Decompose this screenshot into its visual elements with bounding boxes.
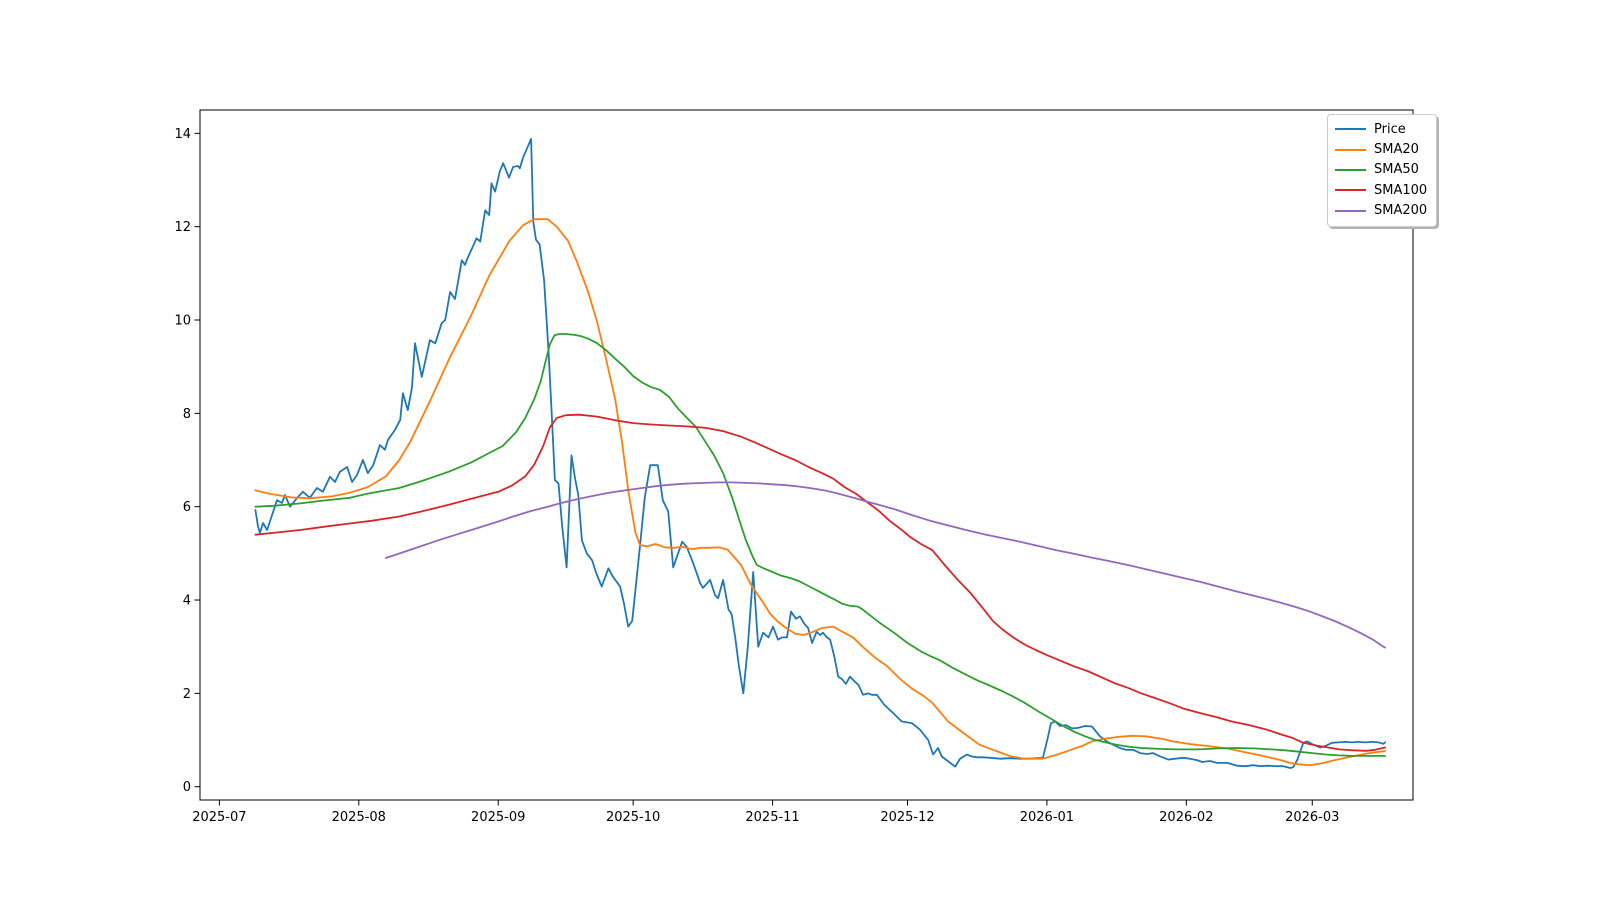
x-tick-label: 2025-09 [471, 810, 525, 825]
y-tick-label: 8 [183, 407, 191, 422]
series-line-sma50 [254, 333, 1386, 757]
y-tick-label: 10 [174, 314, 191, 329]
series-line-sma100 [254, 413, 1386, 752]
legend-label-price: Price [1374, 121, 1406, 137]
legend-label-sma200: SMA200 [1374, 203, 1428, 219]
x-tick-label: 2026-03 [1285, 810, 1339, 825]
axes-border [199, 109, 1414, 801]
x-tick-label: 2025-10 [606, 810, 660, 825]
y-tick-label: 14 [174, 127, 191, 142]
legend-item-sma50: SMA50 [1335, 160, 1427, 180]
legend-item-sma20: SMA20 [1335, 139, 1427, 159]
plot-area [254, 137, 1386, 769]
y-tick-label: 12 [174, 220, 191, 235]
y-tick-label: 4 [183, 594, 191, 609]
series-line-sma200 [384, 481, 1386, 649]
legend-label-sma20: SMA20 [1374, 142, 1419, 158]
legend-line-sma200-icon [1335, 209, 1366, 212]
legend: Price SMA20 SMA50 SMA100 SMA200 [1327, 114, 1438, 227]
legend-label-sma100: SMA100 [1374, 182, 1428, 198]
x-tick-label: 2026-01 [1020, 810, 1074, 825]
legend-item-price: Price [1335, 119, 1427, 139]
y-tick-label: 6 [183, 500, 191, 515]
y-tick-label: 2 [183, 687, 191, 702]
x-tick-label: 2026-02 [1159, 810, 1213, 825]
series-line-price [254, 137, 1386, 769]
legend-item-sma200: SMA200 [1335, 201, 1427, 221]
legend-item-sma100: SMA100 [1335, 180, 1427, 200]
x-tick-label: 2025-07 [192, 810, 246, 825]
y-tick-label: 0 [183, 780, 191, 795]
legend-line-price-icon [1335, 128, 1366, 131]
x-tick-label: 2025-11 [745, 810, 799, 825]
legend-label-sma50: SMA50 [1374, 162, 1419, 178]
legend-line-sma20-icon [1335, 148, 1366, 151]
x-tick-label: 2025-08 [332, 810, 386, 825]
x-tick-label: 2025-12 [880, 810, 934, 825]
legend-line-sma100-icon [1335, 189, 1366, 192]
legend-line-sma50-icon [1335, 168, 1366, 171]
series-line-sma20 [254, 218, 1386, 767]
